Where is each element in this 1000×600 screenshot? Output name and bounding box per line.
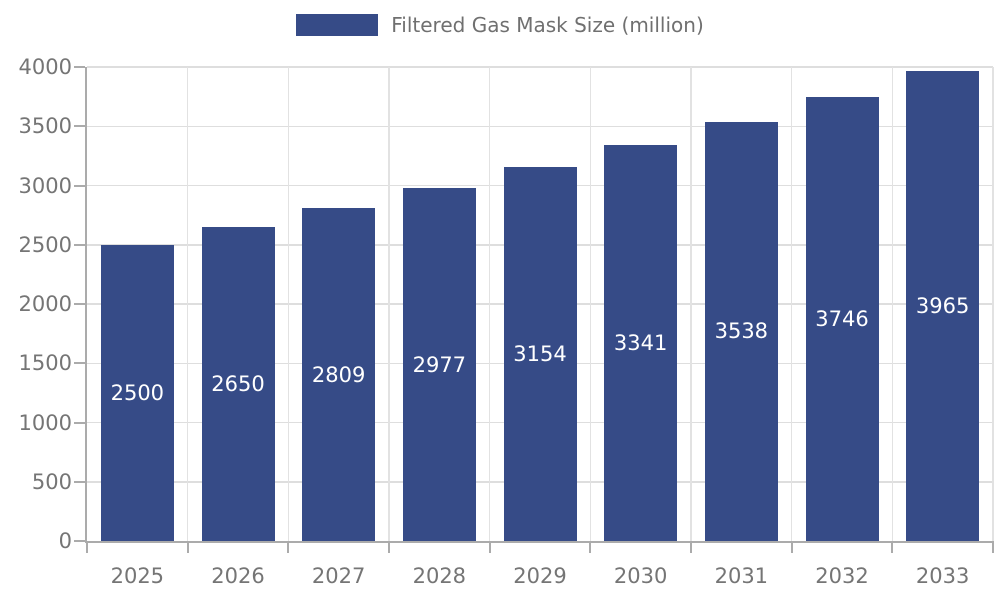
- y-tick-label: 3500: [18, 114, 72, 139]
- bar: 3341: [604, 145, 678, 541]
- bar-value-label: 3746: [815, 307, 869, 332]
- x-axis-line: [85, 541, 993, 543]
- v-gridline: [992, 67, 994, 541]
- plot-area: 2500 2650 2809 2977 3154 3341 3538 3746 3965: [85, 66, 994, 543]
- v-gridline: [388, 67, 390, 541]
- x-tick-mark: [790, 541, 793, 553]
- bar: 3538: [704, 121, 778, 541]
- x-tick-label: 2029: [513, 564, 567, 588]
- y-tick-mark: [74, 421, 85, 424]
- y-tick-label: 3000: [18, 173, 72, 198]
- v-gridline: [891, 67, 894, 541]
- h-gridline: [87, 66, 993, 68]
- legend-label: Filtered Gas Mask Size (million): [391, 13, 704, 37]
- y-tick-label: 500: [31, 469, 72, 494]
- bar-value-label: 3154: [513, 342, 567, 367]
- v-gridline: [690, 67, 692, 541]
- v-gridline: [790, 67, 793, 541]
- x-tick-label: 2032: [815, 564, 869, 588]
- bar-value-label: 2650: [211, 371, 265, 396]
- x-tick-mark: [488, 541, 491, 553]
- bar-value-label: 3341: [613, 331, 668, 356]
- x-tick-label: 2025: [110, 564, 165, 588]
- bar: 2500: [100, 244, 174, 541]
- y-axis-line: [85, 67, 87, 543]
- h-gridline: [87, 125, 993, 127]
- y-tick-mark: [74, 243, 85, 246]
- bar: 2809: [302, 208, 376, 541]
- bar-value-label: 2977: [412, 352, 467, 377]
- y-tick-mark: [74, 303, 85, 305]
- bar: 3154: [503, 167, 577, 541]
- y-tick-label: 1500: [18, 351, 72, 376]
- x-tick-mark: [690, 541, 692, 553]
- x-tick-mark: [287, 541, 290, 553]
- legend-color-swatch: [296, 14, 379, 36]
- x-tick-label: 2027: [311, 564, 366, 588]
- x-tick-mark: [186, 541, 189, 553]
- y-tick-mark: [74, 184, 85, 187]
- x-tick-mark: [86, 541, 88, 553]
- y-tick-mark: [74, 540, 85, 542]
- x-tick-label: 2033: [915, 564, 970, 588]
- v-gridline: [488, 67, 491, 541]
- x-tick-label: 2031: [714, 564, 769, 588]
- x-tick-label: 2030: [613, 564, 668, 588]
- y-tick-mark: [74, 125, 85, 128]
- chart-legend: Filtered Gas Mask Size (million): [0, 13, 1000, 37]
- x-tick-mark: [388, 541, 390, 553]
- x-tick-mark: [992, 541, 994, 553]
- x-tick-mark: [891, 541, 894, 553]
- v-gridline: [287, 67, 290, 541]
- y-tick-mark: [74, 480, 85, 483]
- y-tick-label: 2000: [18, 292, 72, 316]
- bar: 3965: [906, 71, 980, 541]
- v-gridline: [589, 67, 592, 541]
- x-tick-label: 2028: [412, 564, 467, 588]
- bar-value-label: 3965: [915, 294, 970, 319]
- bar-value-label: 2500: [110, 380, 165, 405]
- y-tick-label: 2500: [18, 232, 72, 257]
- bar: 2977: [402, 188, 476, 541]
- y-tick-mark: [74, 362, 85, 365]
- y-tick-label: 1000: [18, 410, 72, 435]
- x-tick-mark: [589, 541, 592, 553]
- y-tick-label: 4000: [18, 55, 72, 79]
- y-tick-label: 0: [58, 529, 72, 553]
- bar-value-label: 3538: [714, 319, 769, 344]
- y-tick-mark: [74, 66, 85, 68]
- bar-value-label: 2809: [311, 362, 366, 387]
- bar: 3746: [805, 97, 879, 541]
- x-tick-label: 2026: [211, 564, 265, 588]
- v-gridline: [186, 67, 189, 541]
- bar: 2650: [201, 226, 275, 541]
